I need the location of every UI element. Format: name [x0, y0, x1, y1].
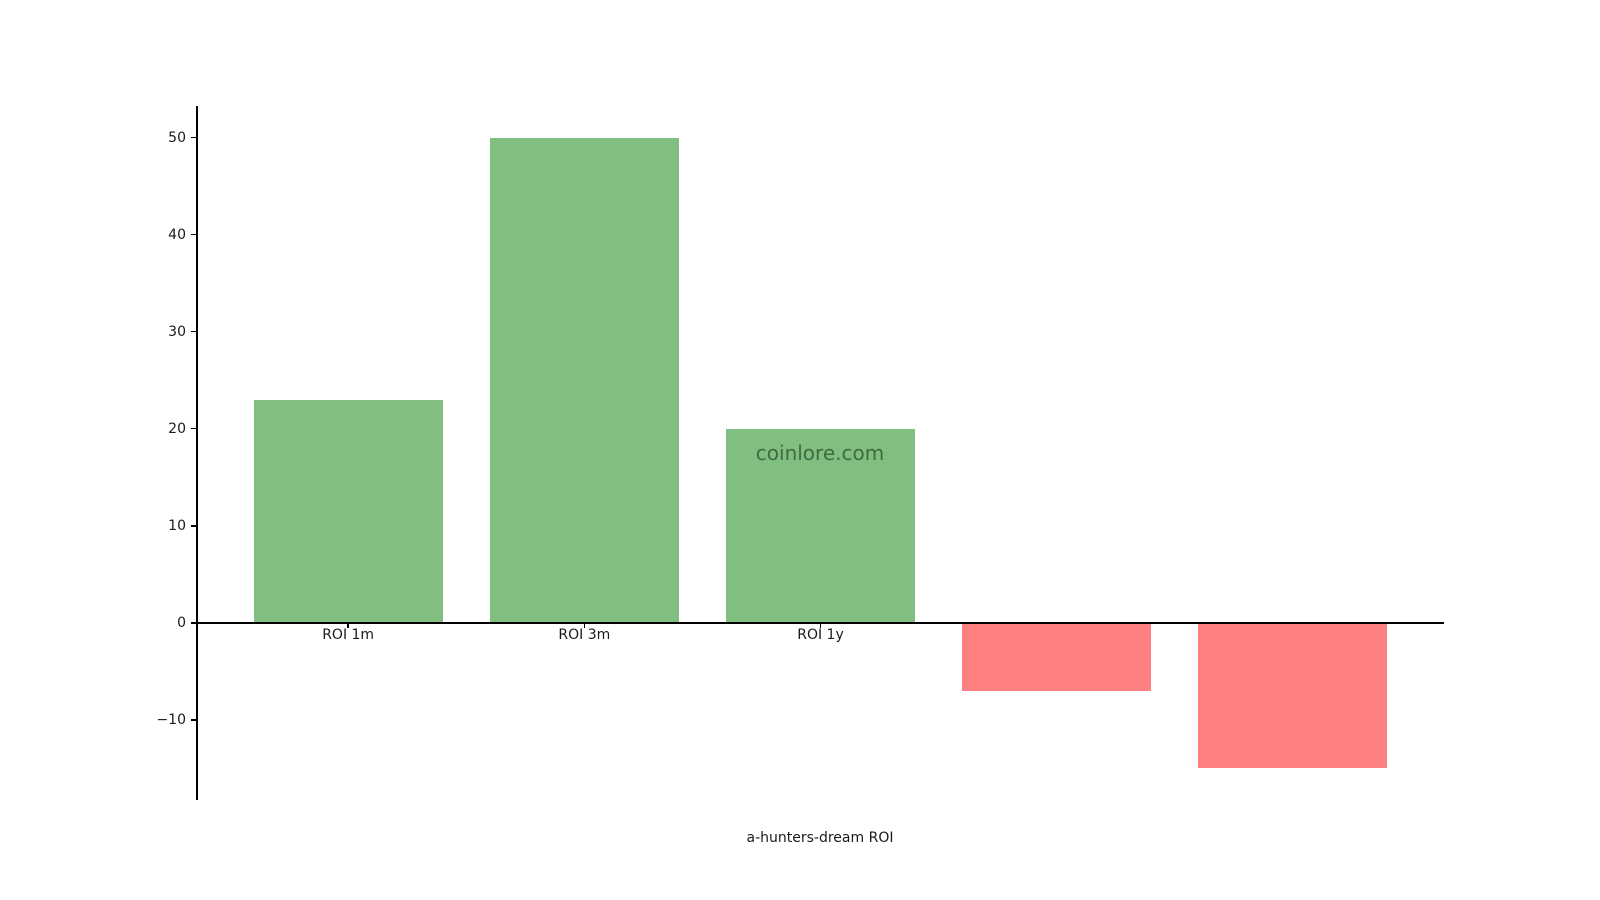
- x-tick-mark: [819, 622, 822, 628]
- y-tick-mark: [191, 622, 197, 624]
- y-tick-label: 0: [177, 614, 186, 631]
- bar-roi-1y: [726, 428, 915, 623]
- y-tick-label: 20: [168, 420, 186, 437]
- y-tick-label: 30: [168, 323, 186, 340]
- x-axis-title: a-hunters-dream ROI: [746, 830, 894, 846]
- x-tick-label: ROI 1m: [322, 627, 375, 644]
- watermark-text: coinlore.com: [755, 441, 885, 465]
- y-axis-spine: [196, 106, 198, 800]
- y-tick-mark: [191, 525, 197, 527]
- y-tick-mark: [191, 233, 197, 236]
- y-tick-mark: [191, 719, 197, 721]
- x-tick-label: ROI 1y: [797, 627, 844, 644]
- x-tick-mark: [583, 622, 586, 628]
- bar-roi-1m: [253, 399, 443, 623]
- y-tick-label: 40: [168, 226, 186, 243]
- x-tick-label: ROI 3m: [558, 627, 611, 644]
- y-tick-mark: [191, 330, 197, 333]
- y-tick-mark: [191, 136, 197, 139]
- bar-roi-3m: [489, 137, 679, 623]
- x-tick-mark: [347, 622, 349, 628]
- y-tick-label: 50: [168, 129, 186, 146]
- y-tick-mark: [191, 427, 197, 430]
- bar-negative-4: [962, 622, 1152, 691]
- y-tick-label: −10: [156, 711, 186, 728]
- bar-negative-5: [1198, 622, 1388, 769]
- y-tick-label: 10: [168, 517, 186, 534]
